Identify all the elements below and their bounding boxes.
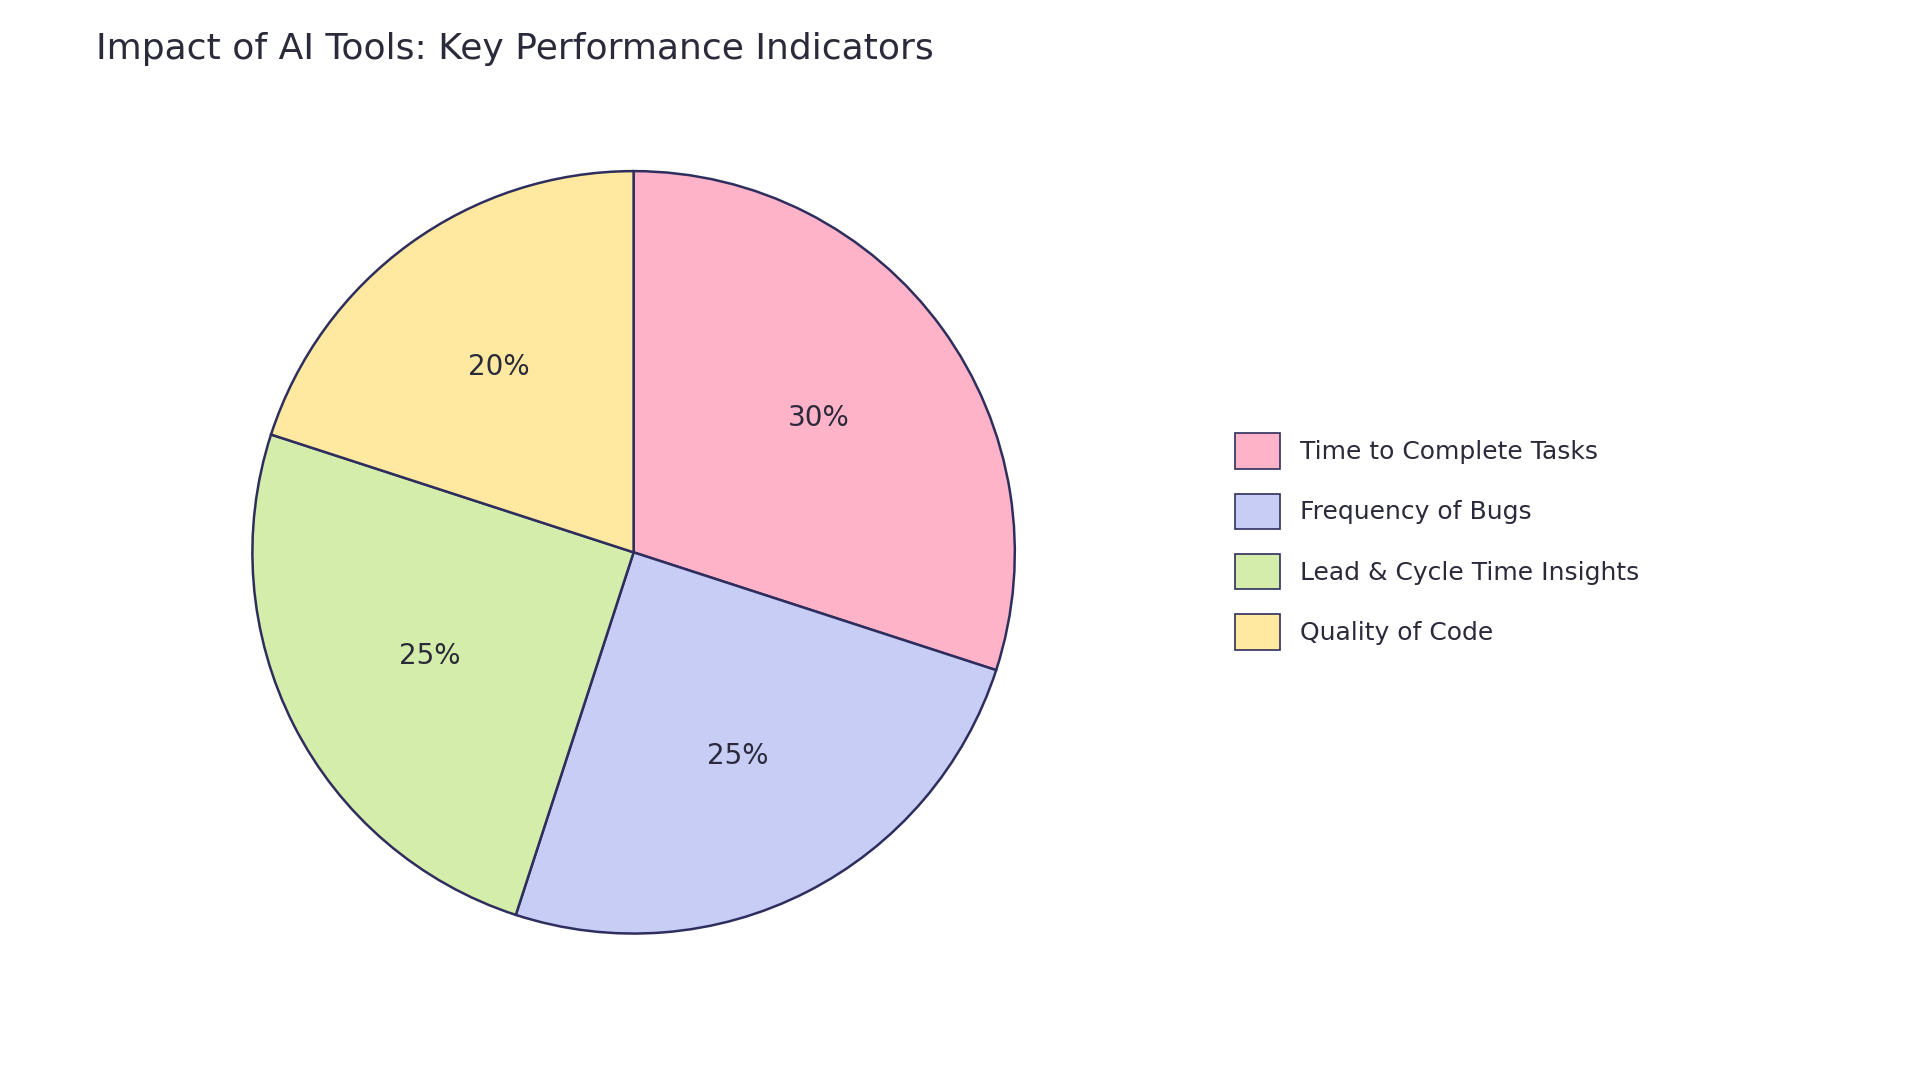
Text: 30%: 30%: [787, 404, 849, 432]
Text: 25%: 25%: [399, 642, 461, 670]
Legend: Time to Complete Tasks, Frequency of Bugs, Lead & Cycle Time Insights, Quality o: Time to Complete Tasks, Frequency of Bug…: [1223, 421, 1651, 662]
Text: Impact of AI Tools: Key Performance Indicators: Impact of AI Tools: Key Performance Indi…: [96, 32, 933, 66]
Text: 20%: 20%: [468, 353, 530, 381]
Wedge shape: [252, 434, 634, 915]
Wedge shape: [271, 171, 634, 552]
Text: 25%: 25%: [707, 742, 768, 770]
Wedge shape: [516, 552, 996, 934]
Wedge shape: [634, 171, 1016, 670]
